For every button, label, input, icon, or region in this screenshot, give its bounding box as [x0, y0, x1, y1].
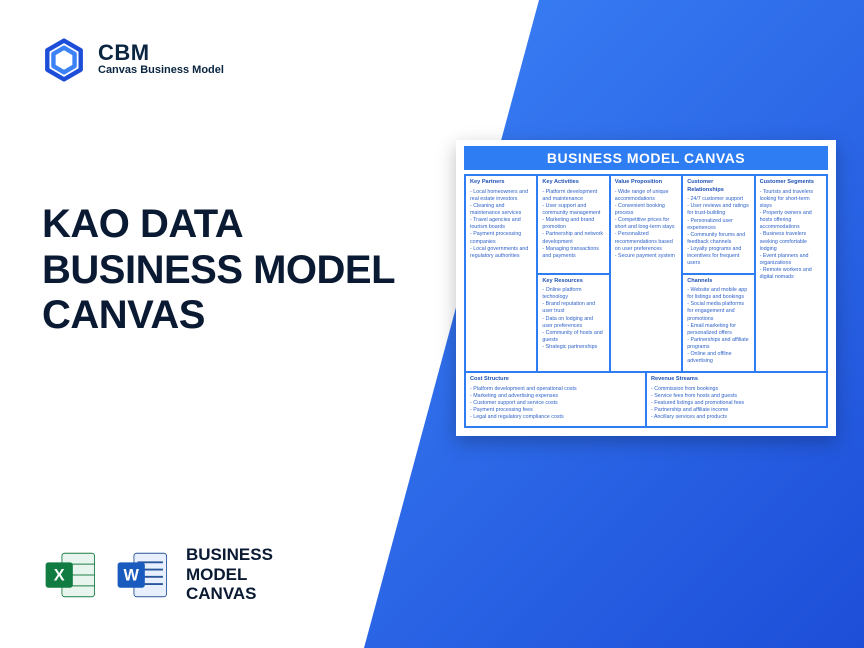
list-item: Website and mobile app for listings and …	[687, 287, 749, 301]
page-root: CBM Canvas Business Model KAO DATA BUSIN…	[0, 0, 864, 648]
list-item: Platform development and maintenance	[542, 189, 604, 203]
page-title: KAO DATA BUSINESS MODEL CANVAS	[42, 202, 480, 339]
cell-key-resources: Key Resources Online platform technology…	[538, 274, 608, 372]
list-item: Convenient booking process	[615, 203, 677, 217]
list-value-proposition: Wide range of unique accommodationsConve…	[615, 189, 677, 260]
cell-revenue-streams: Revenue Streams Commission from bookings…	[646, 372, 827, 427]
list-item: Customer support and service costs	[470, 400, 641, 407]
list-item: Tourists and travelers looking for short…	[760, 189, 822, 210]
list-item: Personalized recommendations based on us…	[615, 231, 677, 252]
cell-customer-relationships: Customer Relationships 24/7 customer sup…	[683, 176, 753, 274]
list-item: Partnerships and affiliate programs	[687, 337, 749, 351]
list-item: Email marketing for personalized offers	[687, 323, 749, 337]
word-icon: W	[114, 546, 172, 604]
list-item: Community forums and feedback channels	[687, 232, 749, 246]
list-item: Platform development and operational cos…	[470, 386, 641, 393]
cell-customer-segments: Customer Segments Tourists and travelers…	[755, 175, 827, 372]
list-key-activities: Platform development and maintenanceUser…	[542, 189, 604, 260]
logo-subtitle: Canvas Business Model	[98, 64, 224, 77]
title-customer-relationships: Customer Relationships	[687, 179, 749, 194]
list-item: User support and community management	[542, 203, 604, 217]
bmc-label-line-2: MODEL	[186, 565, 273, 585]
canvas-preview-card: BUSINESS MODEL CANVAS Key Partners Local…	[456, 140, 836, 436]
list-item: Loyalty programs and incentives for freq…	[687, 246, 749, 267]
bmc-label-line-1: BUSINESS	[186, 545, 273, 565]
title-customer-segments: Customer Segments	[760, 179, 822, 187]
list-item: Commission from bookings	[651, 386, 822, 393]
brand-logo: CBM Canvas Business Model	[42, 38, 480, 82]
list-item: Social media platforms for engagement an…	[687, 301, 749, 322]
cell-cost-structure: Cost Structure Platform development and …	[465, 372, 646, 427]
logo-abbr: CBM	[98, 42, 224, 64]
bmc-label: BUSINESS MODEL CANVAS	[186, 545, 273, 604]
list-customer-relationships: 24/7 customer supportUser reviews and ra…	[687, 196, 749, 267]
headline-line-2: BUSINESS MODEL	[42, 248, 480, 294]
list-item: Competitive prices for short and long-te…	[615, 217, 677, 231]
list-item: Personalized user experiences	[687, 218, 749, 232]
list-item: Payment processing fees	[470, 407, 641, 414]
list-revenue-streams: Commission from bookingsService fees fro…	[651, 386, 822, 422]
list-item: Partnership and network development	[542, 231, 604, 245]
title-key-resources: Key Resources	[542, 278, 604, 286]
list-cost-structure: Platform development and operational cos…	[470, 386, 641, 422]
list-item: Community of hosts and guests	[542, 330, 604, 344]
list-item: Business travelers seeking comfortable l…	[760, 231, 822, 252]
title-cost-structure: Cost Structure	[470, 376, 641, 384]
bmc-label-line-3: CANVAS	[186, 584, 273, 604]
app-icons-row: X W BUSINESS MODEL CANVAS	[42, 545, 273, 604]
svg-text:X: X	[54, 566, 65, 584]
list-item: Partnership and affiliate income	[651, 407, 822, 414]
canvas-grid: Key Partners Local homeowners and real e…	[464, 174, 828, 428]
cbm-logo-icon	[42, 38, 86, 82]
canvas-title: BUSINESS MODEL CANVAS	[464, 146, 828, 170]
list-item: Event planners and organizations	[760, 253, 822, 267]
title-value-proposition: Value Proposition	[615, 179, 677, 187]
list-item: Managing transactions and payments	[542, 246, 604, 260]
headline-line-3: CANVAS	[42, 293, 480, 339]
list-item: Online platform technology	[542, 287, 604, 301]
list-item: 24/7 customer support	[687, 196, 749, 203]
list-item: Service fees from hosts and guests	[651, 393, 822, 400]
cell-value-proposition: Value Proposition Wide range of unique a…	[610, 175, 682, 372]
list-item: Brand reputation and user trust	[542, 301, 604, 315]
list-item: Legal and regulatory compliance costs	[470, 414, 641, 421]
list-item: Data on lodging and user preferences	[542, 316, 604, 330]
list-item: User reviews and ratings for trust-build…	[687, 203, 749, 217]
excel-icon: X	[42, 546, 100, 604]
cell-key-activities: Key Activities Platform development and …	[538, 176, 608, 274]
svg-text:W: W	[124, 566, 140, 584]
title-revenue-streams: Revenue Streams	[651, 376, 822, 384]
list-item: Property owners and hosts offering accom…	[760, 210, 822, 231]
list-item: Ancillary services and products	[651, 414, 822, 421]
headline-line-1: KAO DATA	[42, 202, 480, 248]
left-content-area: CBM Canvas Business Model KAO DATA BUSIN…	[0, 0, 480, 648]
list-item: Marketing and advertising expenses	[470, 393, 641, 400]
list-item: Strategic partnerships	[542, 344, 604, 351]
cell-channels: Channels Website and mobile app for list…	[683, 274, 753, 372]
list-key-resources: Online platform technologyBrand reputati…	[542, 287, 604, 351]
list-item: Online and offline advertising	[687, 351, 749, 365]
list-item: Marketing and brand promotion	[542, 217, 604, 231]
list-item: Remote workers and digital nomads	[760, 267, 822, 281]
title-channels: Channels	[687, 278, 749, 286]
list-channels: Website and mobile app for listings and …	[687, 287, 749, 366]
list-customer-segments: Tourists and travelers looking for short…	[760, 189, 822, 282]
list-item: Secure payment system	[615, 253, 677, 260]
list-item: Featured listings and promotional fees	[651, 400, 822, 407]
title-key-activities: Key Activities	[542, 179, 604, 187]
list-item: Wide range of unique accommodations	[615, 189, 677, 203]
